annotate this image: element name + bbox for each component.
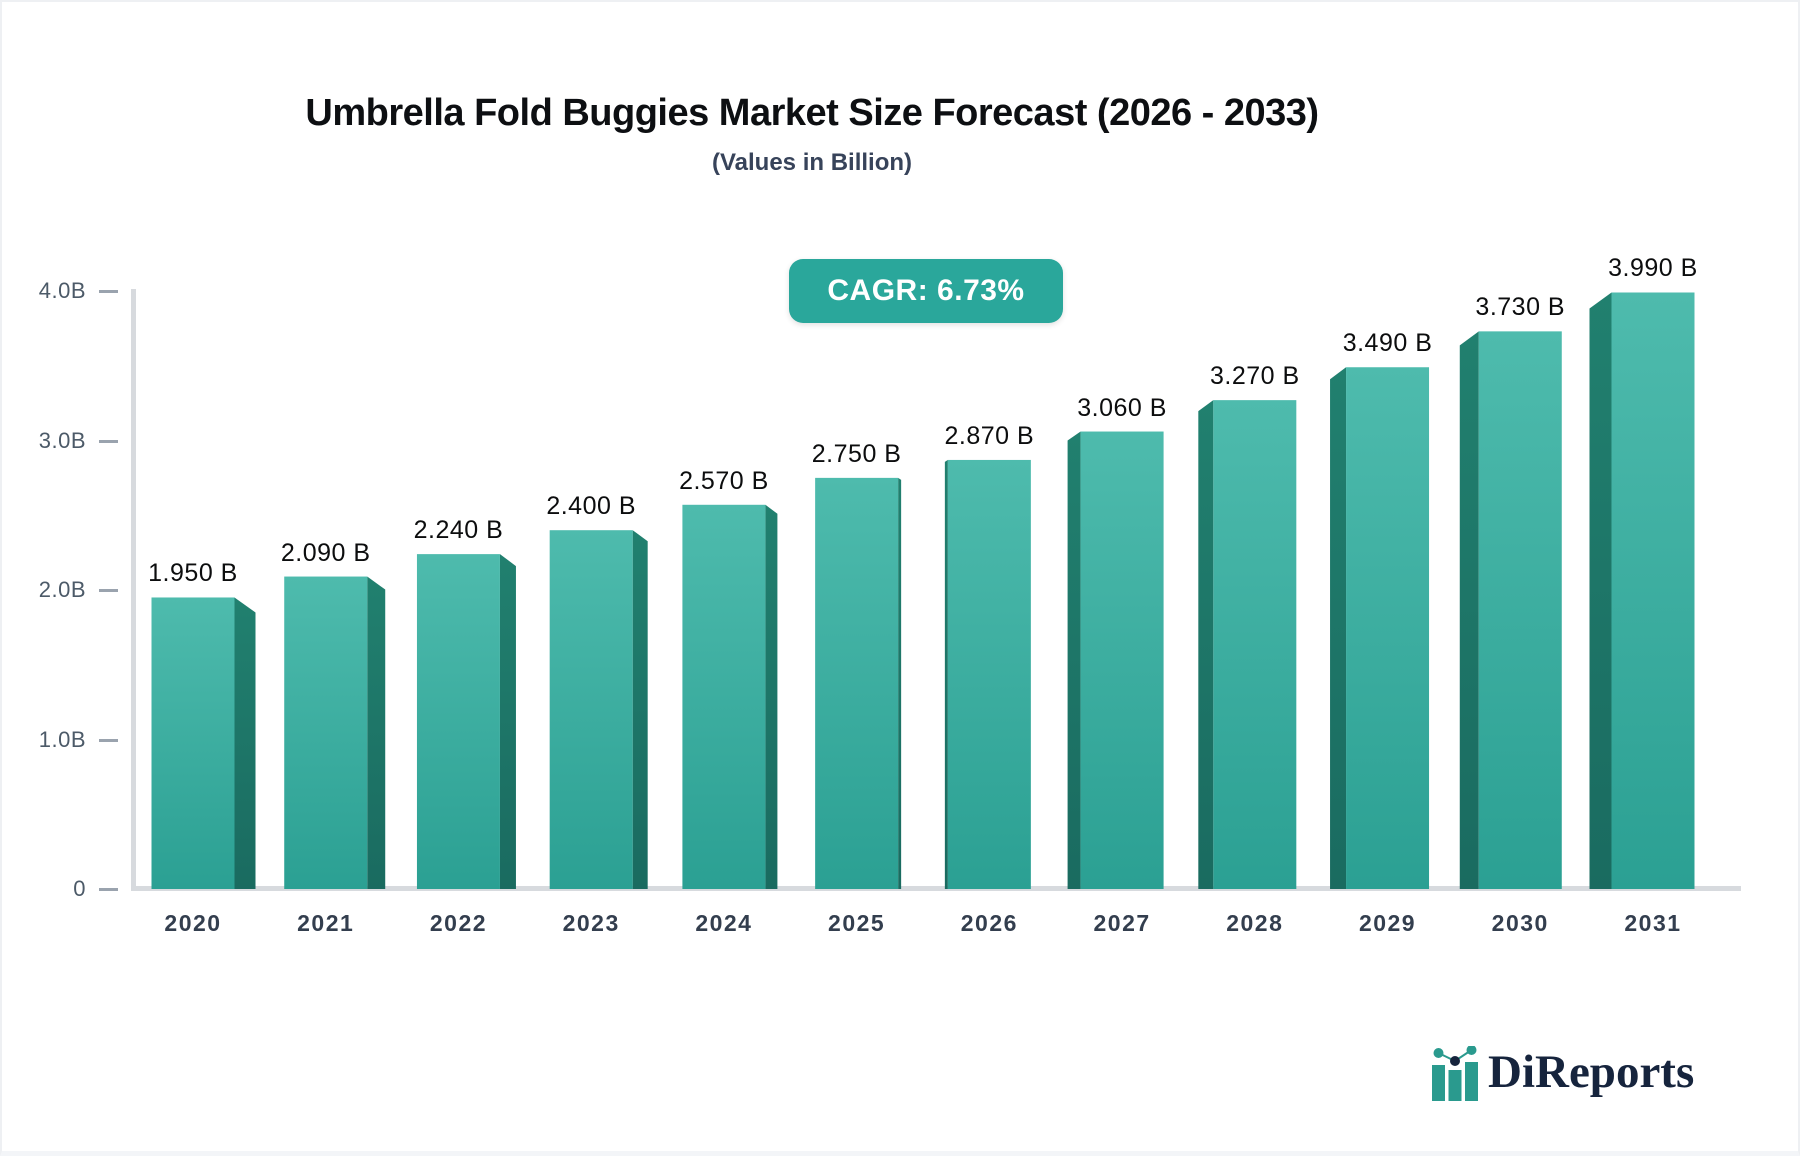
bar-value-label: 3.730 B xyxy=(1475,293,1566,322)
brand-logo: DiReports xyxy=(1430,1040,1694,1104)
bar-front-face xyxy=(682,504,766,889)
bar-front-face xyxy=(416,554,500,889)
bar-front-face xyxy=(815,477,899,889)
bar-front-face xyxy=(1478,331,1562,889)
x-axis-label: 2027 xyxy=(1093,910,1151,936)
bar-side-face xyxy=(1067,431,1081,889)
bar-front-face xyxy=(1346,367,1430,889)
bar-value-label: 2.240 B xyxy=(413,516,504,545)
x-axis-label: 2021 xyxy=(297,910,355,936)
x-axis-label: 2023 xyxy=(562,910,620,936)
y-tick-label: 2.0B xyxy=(38,577,86,602)
chart-subtitle: (Values in Billion) xyxy=(711,149,913,176)
bar-side-face xyxy=(1330,367,1347,889)
bar-value-label: 3.060 B xyxy=(1077,393,1167,422)
bar-side-face xyxy=(765,504,778,889)
bar-2025[interactable] xyxy=(815,477,902,889)
bar-front-face xyxy=(1611,292,1695,889)
bar-side-face xyxy=(367,576,386,889)
bar-side-face xyxy=(1459,331,1479,889)
bar-value-label: 3.490 B xyxy=(1342,329,1433,358)
bar-side-face xyxy=(898,477,902,889)
bar-value-label: 3.270 B xyxy=(1209,362,1300,391)
cagr-badge: CAGR: 6.73% xyxy=(789,259,1063,323)
bar-value-label: 2.400 B xyxy=(546,492,637,521)
bar-front-face xyxy=(1080,431,1164,889)
bar-2022[interactable] xyxy=(416,554,516,889)
bar-2028[interactable] xyxy=(1198,400,1297,889)
y-tick-label: 4.0B xyxy=(38,278,86,303)
x-axis-label: 2025 xyxy=(828,910,886,936)
mini-bar-chart-icon xyxy=(1432,1046,1478,1101)
x-axis-label: 2024 xyxy=(695,910,753,936)
x-axis-label: 2029 xyxy=(1358,910,1417,936)
y-tick-label: 1.0B xyxy=(38,726,86,752)
bar-2021[interactable] xyxy=(284,576,386,889)
y-tick-mark xyxy=(99,888,118,891)
bar-value-label: 1.950 B xyxy=(148,559,238,588)
x-axis-label: 2028 xyxy=(1226,910,1284,936)
bar-2031[interactable] xyxy=(1589,292,1695,889)
chart-title: Umbrella Fold Buggies Market Size Foreca… xyxy=(305,92,1319,134)
y-tick-label: 0 xyxy=(73,876,86,901)
bar-2029[interactable] xyxy=(1330,367,1430,889)
x-axis-label: 2031 xyxy=(1624,910,1682,936)
x-axis-label: 2026 xyxy=(960,910,1018,936)
bar-value-label: 2.090 B xyxy=(280,538,371,567)
bar-2027[interactable] xyxy=(1067,431,1164,889)
bar-2024[interactable] xyxy=(682,504,778,889)
cagr-badge-label: CAGR: 6.73% xyxy=(827,274,1025,307)
bar-side-face xyxy=(234,597,256,889)
bar-side-face xyxy=(1589,292,1612,889)
bar-front-face xyxy=(947,459,1031,889)
bar-value-label: 2.570 B xyxy=(679,466,769,495)
x-axis-line xyxy=(131,886,1741,891)
bar-side-face xyxy=(632,530,648,889)
bar-front-face xyxy=(284,576,368,889)
bar-side-face xyxy=(499,554,516,889)
bar-2023[interactable] xyxy=(549,530,648,889)
bar-side-face xyxy=(944,459,948,889)
y-tick-mark xyxy=(99,738,118,742)
y-axis-line xyxy=(131,289,136,889)
bar-front-face xyxy=(1213,400,1297,889)
x-axis-label: 2020 xyxy=(164,910,222,936)
brand-name: DiReports xyxy=(1488,1046,1695,1098)
x-axis-label: 2022 xyxy=(429,910,488,936)
bar-side-face xyxy=(1198,400,1214,889)
bar-value-label: 3.990 B xyxy=(1608,254,1698,283)
x-axis-label: 2030 xyxy=(1491,910,1549,936)
bar-2030[interactable] xyxy=(1459,331,1562,889)
y-tick-mark xyxy=(99,290,118,293)
y-tick-mark xyxy=(99,439,118,443)
bar-2026[interactable] xyxy=(944,459,1031,889)
bar-front-face xyxy=(549,530,633,889)
bar-front-face xyxy=(151,597,235,889)
bar-value-label: 2.870 B xyxy=(944,421,1035,450)
y-tick-label: 3.0B xyxy=(38,427,86,453)
chart-header: Umbrella Fold Buggies Market Size Foreca… xyxy=(2,92,1622,177)
bar-2020[interactable] xyxy=(151,597,256,889)
bar-value-label: 2.750 B xyxy=(811,439,902,468)
y-tick-mark xyxy=(99,589,118,592)
